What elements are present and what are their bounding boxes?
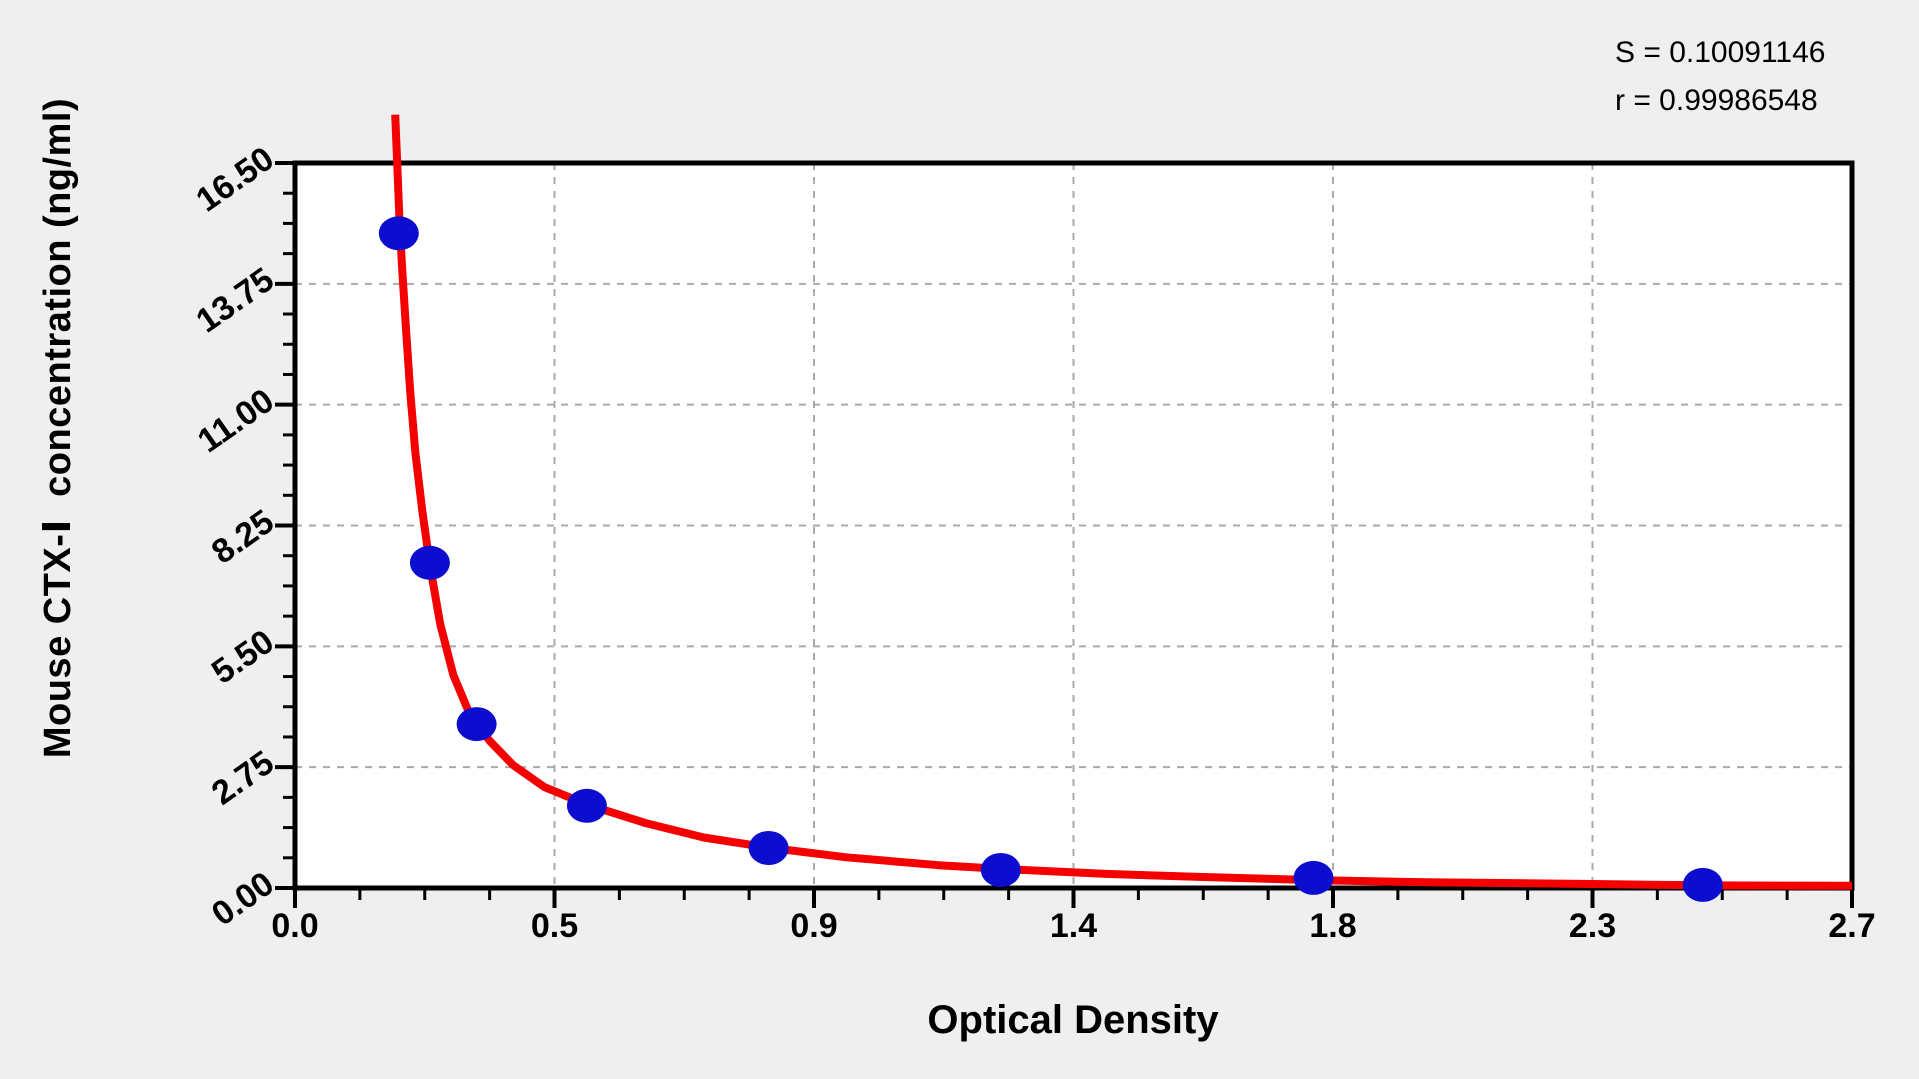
stat-r-value: r = 0.99986548 (1615, 84, 1818, 117)
fit-curve (391, 114, 1853, 890)
data-point (409, 545, 450, 580)
data-point (378, 216, 419, 251)
x-tick-label: 1.8 (1309, 907, 1357, 945)
x-axis-title: Optical Density (927, 998, 1219, 1042)
data-point (1293, 860, 1334, 895)
data-point (1682, 867, 1723, 902)
data-point (566, 788, 607, 823)
data-point (456, 707, 497, 742)
x-tick-label: 2.3 (1568, 907, 1617, 945)
y-axis-title: Mouse CTX-Ⅰ concentration (ng/ml) (37, 97, 79, 759)
x-tick-label: 2.7 (1828, 907, 1876, 945)
x-tick-label: 0.0 (271, 907, 319, 945)
data-point (748, 831, 789, 865)
x-tick-label: 0.9 (790, 907, 838, 945)
stat-s-value: S = 0.10091146 (1615, 36, 1826, 69)
x-tick-label: 0.5 (530, 907, 579, 945)
data-point (980, 853, 1021, 887)
x-tick-label: 1.4 (1049, 907, 1098, 945)
